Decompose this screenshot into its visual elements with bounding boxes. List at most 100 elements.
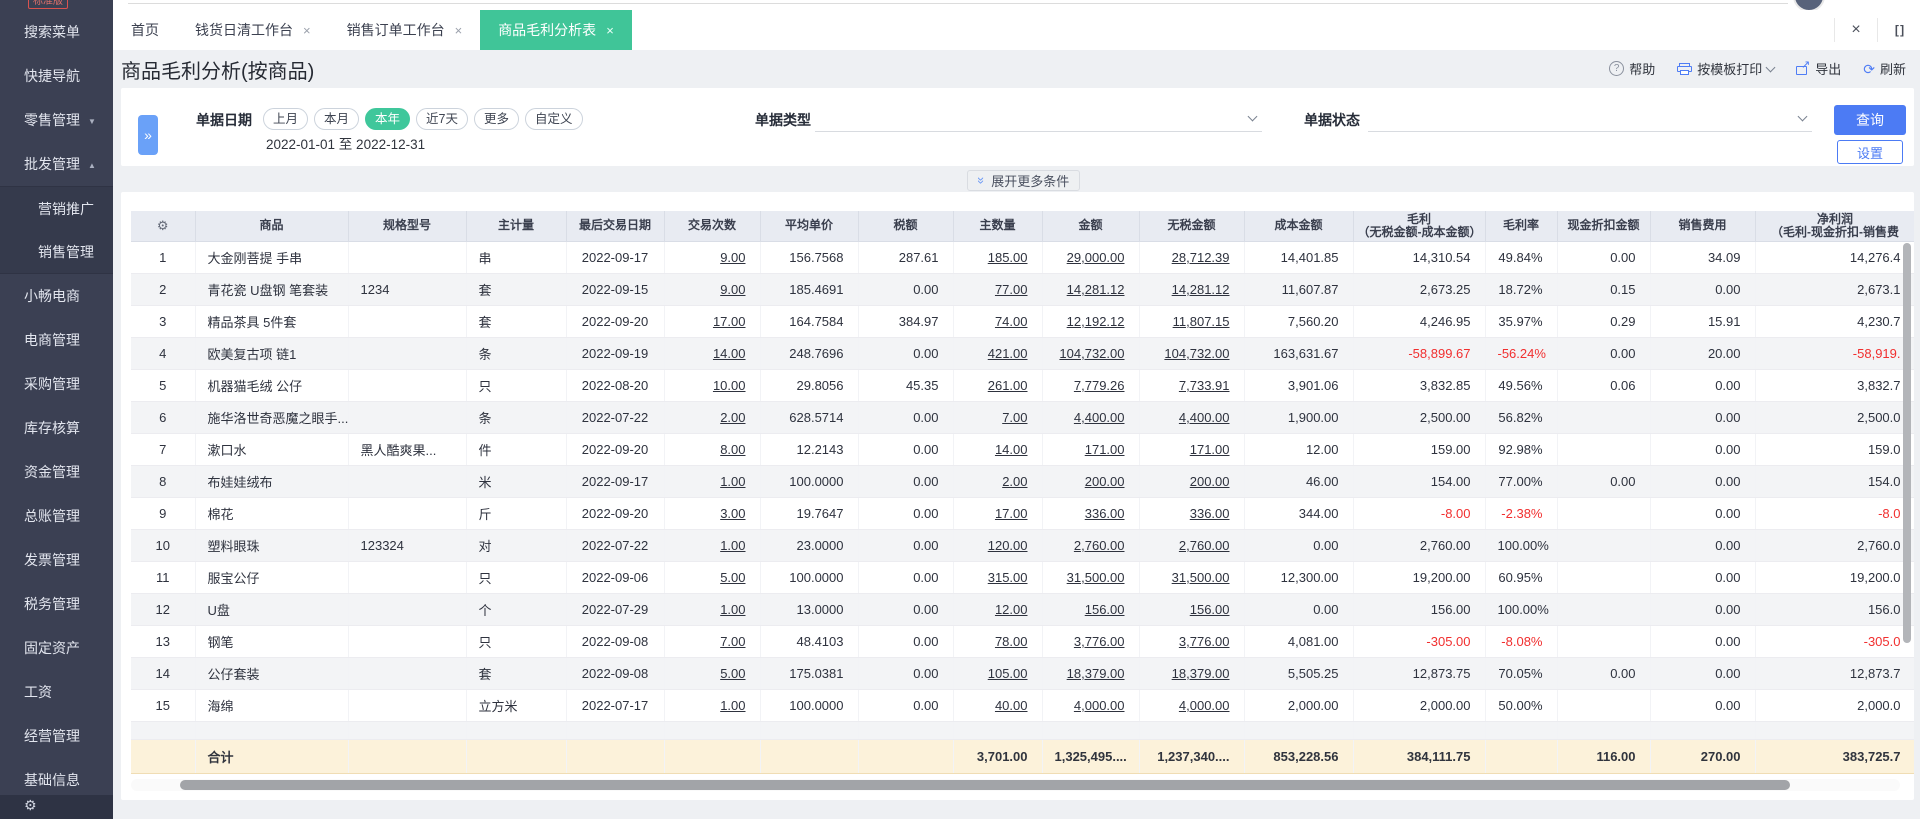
cell-drilldown-link[interactable]: 1.00	[720, 473, 746, 489]
sidebar-item[interactable]: 工资	[0, 670, 113, 714]
fullscreen-icon[interactable]: [ ]	[1894, 23, 1904, 37]
cell-drilldown-link[interactable]: 9.00	[720, 249, 746, 265]
date-range-value[interactable]: 2022-01-01 至 2022-12-31	[266, 137, 426, 152]
settings-gear-icon[interactable]: ⚙	[24, 797, 37, 813]
sidebar-item[interactable]: 批发管理 ▲	[0, 142, 113, 186]
sidebar-item[interactable]: 搜索菜单	[0, 10, 113, 54]
date-pill[interactable]: 本年	[365, 108, 411, 130]
cell-drilldown-link[interactable]: 7,733.91	[1178, 377, 1230, 393]
column-header[interactable]: 主计量	[466, 211, 567, 242]
cell-drilldown-link[interactable]: 421.00	[987, 345, 1028, 361]
cell-drilldown-link[interactable]: 4,000.00	[1073, 697, 1125, 713]
column-header[interactable]: 金额	[1042, 211, 1140, 242]
column-header[interactable]: 毛利率	[1485, 211, 1558, 242]
cell-drilldown-link[interactable]: 29,000.00	[1066, 249, 1125, 265]
date-pill[interactable]: 本月	[314, 108, 360, 130]
tab-close-icon[interactable]: ×	[303, 22, 311, 38]
vertical-scrollbar[interactable]	[1903, 243, 1911, 643]
tab-item[interactable]: 钱货日清工作台 ×	[177, 10, 329, 50]
column-header[interactable]: 成本金额	[1244, 211, 1354, 242]
column-header[interactable]: 商品	[195, 211, 349, 242]
sidebar-item[interactable]: 电商管理	[0, 318, 113, 362]
cell-drilldown-link[interactable]: 5.00	[720, 665, 746, 681]
cell-drilldown-link[interactable]: 3.00	[720, 505, 746, 521]
horizontal-scrollbar[interactable]	[180, 780, 1790, 790]
column-header[interactable]: 无税金额	[1139, 211, 1245, 242]
column-header[interactable]: 毛利 （无税金额-成本金额）	[1353, 211, 1486, 242]
cell-drilldown-link[interactable]: 11,807.15	[1172, 313, 1230, 329]
cell-drilldown-link[interactable]: 14,281.12	[1066, 281, 1125, 297]
cell-drilldown-link[interactable]: 12,192.12	[1066, 313, 1125, 329]
column-header[interactable]: 销售费用	[1650, 211, 1756, 242]
cell-drilldown-link[interactable]: 74.00	[994, 313, 1028, 329]
date-pill[interactable]: 上月	[263, 108, 309, 130]
cell-drilldown-link[interactable]: 12.00	[994, 601, 1028, 617]
cell-drilldown-link[interactable]: 17.00	[994, 505, 1028, 521]
date-pill[interactable]: 近7天	[416, 108, 468, 130]
sidebar-item[interactable]: 资金管理	[0, 450, 113, 494]
column-header[interactable]: 主数量	[953, 211, 1043, 242]
chevron-down-icon[interactable]	[1765, 62, 1776, 72]
refresh-button[interactable]: ⟳ 刷新	[1863, 59, 1906, 78]
cell-drilldown-link[interactable]: 40.00	[994, 697, 1028, 713]
cell-drilldown-link[interactable]: 1.00	[720, 601, 746, 617]
cell-drilldown-link[interactable]: 31,500.00	[1171, 569, 1230, 585]
cell-drilldown-link[interactable]: 78.00	[994, 633, 1028, 649]
cell-drilldown-link[interactable]: 14.00	[994, 441, 1028, 457]
cell-drilldown-link[interactable]: 336.00	[1189, 505, 1230, 521]
column-settings-gear-icon[interactable]: ⚙	[131, 211, 196, 242]
cell-drilldown-link[interactable]: 17.00	[712, 313, 746, 329]
column-header[interactable]: 最后交易日期	[566, 211, 665, 242]
settings-button[interactable]: 设置	[1837, 140, 1903, 164]
sidebar-item[interactable]: 发票管理	[0, 538, 113, 582]
cell-drilldown-link[interactable]: 3,776.00	[1073, 633, 1125, 649]
expand-more-button[interactable]: » 展开更多条件	[967, 170, 1081, 191]
cell-drilldown-link[interactable]: 4,400.00	[1073, 409, 1125, 425]
cell-drilldown-link[interactable]: 104,732.00	[1059, 345, 1125, 361]
tab-item[interactable]: 销售订单工作台 ×	[329, 10, 481, 50]
cell-drilldown-link[interactable]: 1.00	[720, 697, 746, 713]
cell-drilldown-link[interactable]: 261.00	[987, 377, 1028, 393]
sidebar-item[interactable]: 快捷导航	[0, 54, 113, 98]
sidebar-item[interactable]: 经营管理	[0, 714, 113, 758]
cell-drilldown-link[interactable]: 5.00	[720, 569, 746, 585]
column-header[interactable]: 平均单价	[760, 211, 859, 242]
sidebar-item[interactable]: 总账管理	[0, 494, 113, 538]
tab-item[interactable]: 首页	[113, 10, 177, 50]
help-button[interactable]: ? 帮助	[1609, 59, 1655, 78]
column-header[interactable]: 净利润 （毛利-现金折扣-销售费	[1755, 211, 1914, 242]
sidebar-item[interactable]: 小畅电商	[0, 274, 113, 318]
cell-drilldown-link[interactable]: 2,760.00	[1073, 537, 1125, 553]
cell-drilldown-link[interactable]: 105.00	[987, 665, 1028, 681]
cell-drilldown-link[interactable]: 7.00	[720, 633, 746, 649]
tab-close-icon[interactable]: ×	[606, 22, 614, 38]
column-header[interactable]: 规格型号	[348, 211, 467, 242]
cell-drilldown-link[interactable]: 3,776.00	[1178, 633, 1230, 649]
cell-drilldown-link[interactable]: 7,779.26	[1073, 377, 1125, 393]
cell-drilldown-link[interactable]: 1.00	[720, 537, 746, 553]
cell-drilldown-link[interactable]: 104,732.00	[1164, 345, 1230, 361]
doc-status-select[interactable]	[1368, 108, 1812, 132]
cell-drilldown-link[interactable]: 120.00	[987, 537, 1028, 553]
cell-drilldown-link[interactable]: 14.00	[712, 345, 746, 361]
export-button[interactable]: ↗ 导出	[1796, 59, 1841, 78]
column-header[interactable]: 税额	[858, 211, 954, 242]
cell-drilldown-link[interactable]: 28,712.39	[1171, 249, 1230, 265]
sidebar-item[interactable]: 营销推广	[0, 186, 113, 230]
cell-drilldown-link[interactable]: 18,379.00	[1066, 665, 1125, 681]
cell-drilldown-link[interactable]: 200.00	[1189, 473, 1230, 489]
cell-drilldown-link[interactable]: 31,500.00	[1066, 569, 1125, 585]
sidebar-item[interactable]: 税务管理	[0, 582, 113, 626]
collapse-filters-button[interactable]: »	[138, 115, 158, 155]
column-header[interactable]: 交易次数	[664, 211, 761, 242]
sidebar-item[interactable]: 库存核算	[0, 406, 113, 450]
cell-drilldown-link[interactable]: 2.00	[1002, 473, 1028, 489]
cell-drilldown-link[interactable]: 18,379.00	[1171, 665, 1230, 681]
cell-drilldown-link[interactable]: 2,760.00	[1178, 537, 1230, 553]
print-by-template-button[interactable]: 按模板打印	[1677, 59, 1776, 78]
sidebar-item[interactable]: 固定资产	[0, 626, 113, 670]
cell-drilldown-link[interactable]: 315.00	[987, 569, 1028, 585]
cell-drilldown-link[interactable]: 171.00	[1189, 441, 1230, 457]
sidebar-item[interactable]: 销售管理	[0, 230, 113, 274]
sidebar-item[interactable]: 零售管理 ▼	[0, 98, 113, 142]
